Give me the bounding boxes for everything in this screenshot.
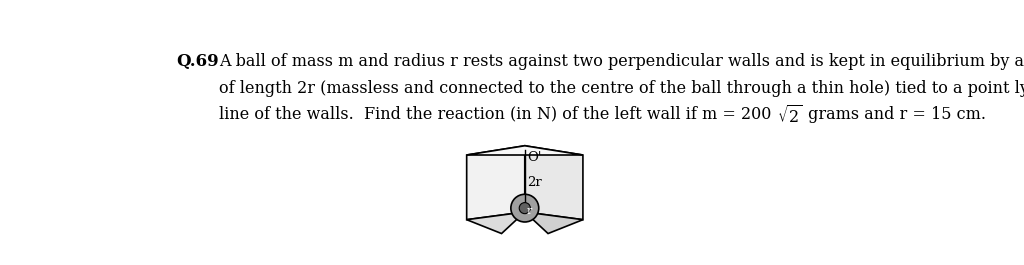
Polygon shape <box>524 146 583 220</box>
Polygon shape <box>467 212 524 233</box>
Ellipse shape <box>519 202 530 214</box>
Text: Q.69: Q.69 <box>176 53 219 70</box>
Polygon shape <box>524 212 583 233</box>
Text: $\sqrt{2}$: $\sqrt{2}$ <box>777 106 803 128</box>
Text: r: r <box>526 206 531 216</box>
Polygon shape <box>467 146 583 155</box>
Polygon shape <box>467 146 524 220</box>
Text: line of the walls.  Find the reaction (in N) of the left wall if m = 200: line of the walls. Find the reaction (in… <box>219 106 777 123</box>
Ellipse shape <box>511 194 539 222</box>
Text: 2r: 2r <box>527 176 542 189</box>
Text: grams and r = 15 cm.: grams and r = 15 cm. <box>803 106 986 123</box>
Text: of length 2r (massless and connected to the centre of the ball through a thin ho: of length 2r (massless and connected to … <box>219 80 1024 96</box>
Text: O': O' <box>527 151 542 164</box>
Text: A ball of mass m and radius r rests against two perpendicular walls and is kept : A ball of mass m and radius r rests agai… <box>219 53 1024 70</box>
